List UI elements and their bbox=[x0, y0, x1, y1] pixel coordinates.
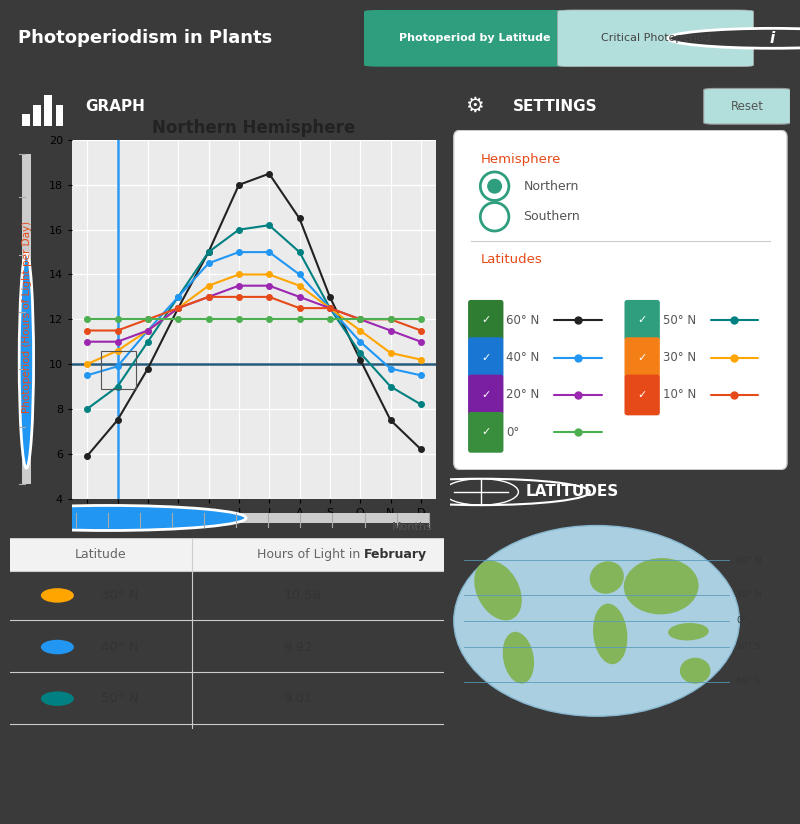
Text: 40° N: 40° N bbox=[506, 351, 540, 364]
Text: ✓: ✓ bbox=[638, 316, 647, 325]
Text: 0°: 0° bbox=[736, 616, 746, 625]
Text: Hemisphere: Hemisphere bbox=[481, 152, 562, 166]
Text: 50° N: 50° N bbox=[101, 692, 138, 705]
Circle shape bbox=[41, 639, 74, 654]
Circle shape bbox=[668, 28, 800, 49]
Text: Photoperiodism in Plants: Photoperiodism in Plants bbox=[18, 30, 272, 47]
Text: Northern: Northern bbox=[523, 180, 579, 193]
Ellipse shape bbox=[593, 604, 627, 664]
Ellipse shape bbox=[624, 558, 698, 615]
FancyBboxPatch shape bbox=[364, 10, 584, 67]
Text: 40° N: 40° N bbox=[101, 640, 138, 653]
Text: 60° S: 60° S bbox=[736, 677, 761, 686]
Text: 10° N: 10° N bbox=[663, 388, 696, 401]
Text: 30° S: 30° S bbox=[736, 643, 761, 652]
Text: 60° N: 60° N bbox=[736, 555, 762, 564]
Bar bbox=[76, 513, 429, 522]
Circle shape bbox=[480, 203, 509, 231]
FancyBboxPatch shape bbox=[468, 375, 503, 415]
FancyBboxPatch shape bbox=[625, 375, 660, 415]
Ellipse shape bbox=[680, 658, 710, 684]
Text: ✓: ✓ bbox=[481, 353, 490, 363]
Text: GRAPH: GRAPH bbox=[86, 99, 146, 114]
Text: ✓: ✓ bbox=[481, 390, 490, 400]
Bar bbox=[10, 538, 444, 570]
Text: Latitude: Latitude bbox=[75, 548, 126, 561]
FancyBboxPatch shape bbox=[625, 300, 660, 340]
Text: SETTINGS: SETTINGS bbox=[514, 99, 598, 114]
Text: 60° N: 60° N bbox=[506, 314, 540, 327]
Text: i: i bbox=[770, 30, 774, 46]
Title: Northern Hemisphere: Northern Hemisphere bbox=[152, 119, 356, 137]
Circle shape bbox=[0, 505, 246, 531]
Text: ✓: ✓ bbox=[638, 353, 647, 363]
FancyBboxPatch shape bbox=[454, 130, 787, 470]
Text: 0°: 0° bbox=[506, 426, 520, 439]
FancyBboxPatch shape bbox=[558, 10, 754, 67]
Circle shape bbox=[41, 691, 74, 706]
FancyBboxPatch shape bbox=[625, 337, 660, 378]
Text: ✓: ✓ bbox=[481, 428, 490, 438]
Text: 10.58: 10.58 bbox=[283, 589, 321, 602]
Bar bbox=[33, 105, 41, 126]
FancyBboxPatch shape bbox=[468, 300, 503, 340]
Bar bbox=[101, 351, 136, 389]
Text: LATITUDES: LATITUDES bbox=[525, 485, 618, 499]
Ellipse shape bbox=[474, 560, 522, 620]
Text: Reset: Reset bbox=[730, 100, 764, 113]
Text: ✓: ✓ bbox=[481, 316, 490, 325]
Text: 50° N: 50° N bbox=[663, 314, 696, 327]
Circle shape bbox=[19, 253, 34, 468]
Text: 30° N: 30° N bbox=[663, 351, 696, 364]
Bar bbox=[22, 154, 30, 485]
Text: Southern: Southern bbox=[523, 210, 580, 223]
Ellipse shape bbox=[502, 632, 534, 684]
FancyBboxPatch shape bbox=[468, 412, 503, 452]
Text: February: February bbox=[364, 548, 426, 561]
Text: 30° N: 30° N bbox=[101, 589, 138, 602]
Text: Hours of Light in: Hours of Light in bbox=[258, 548, 365, 561]
Text: Latitudes: Latitudes bbox=[481, 253, 542, 265]
Circle shape bbox=[480, 172, 509, 200]
Ellipse shape bbox=[590, 561, 624, 594]
Circle shape bbox=[487, 179, 502, 194]
Text: Photoperiod by Latitude: Photoperiod by Latitude bbox=[398, 33, 550, 44]
Bar bbox=[44, 95, 52, 126]
Text: 20° N: 20° N bbox=[506, 388, 540, 401]
Ellipse shape bbox=[454, 526, 739, 716]
Text: Critical Photoperiod: Critical Photoperiod bbox=[601, 33, 711, 44]
Text: 9.01: 9.01 bbox=[283, 692, 313, 705]
Bar bbox=[56, 105, 63, 126]
Bar bbox=[22, 115, 30, 126]
Text: Months: Months bbox=[392, 522, 432, 532]
Text: Photoperiod (Hours of Light per Day): Photoperiod (Hours of Light per Day) bbox=[22, 221, 33, 414]
Ellipse shape bbox=[668, 623, 709, 640]
Circle shape bbox=[41, 588, 74, 602]
FancyBboxPatch shape bbox=[468, 337, 503, 378]
Text: 30° N: 30° N bbox=[736, 590, 762, 599]
FancyBboxPatch shape bbox=[704, 88, 790, 124]
Text: 9.92: 9.92 bbox=[283, 640, 313, 653]
Text: ✓: ✓ bbox=[638, 390, 647, 400]
Text: ⚙: ⚙ bbox=[465, 96, 483, 115]
